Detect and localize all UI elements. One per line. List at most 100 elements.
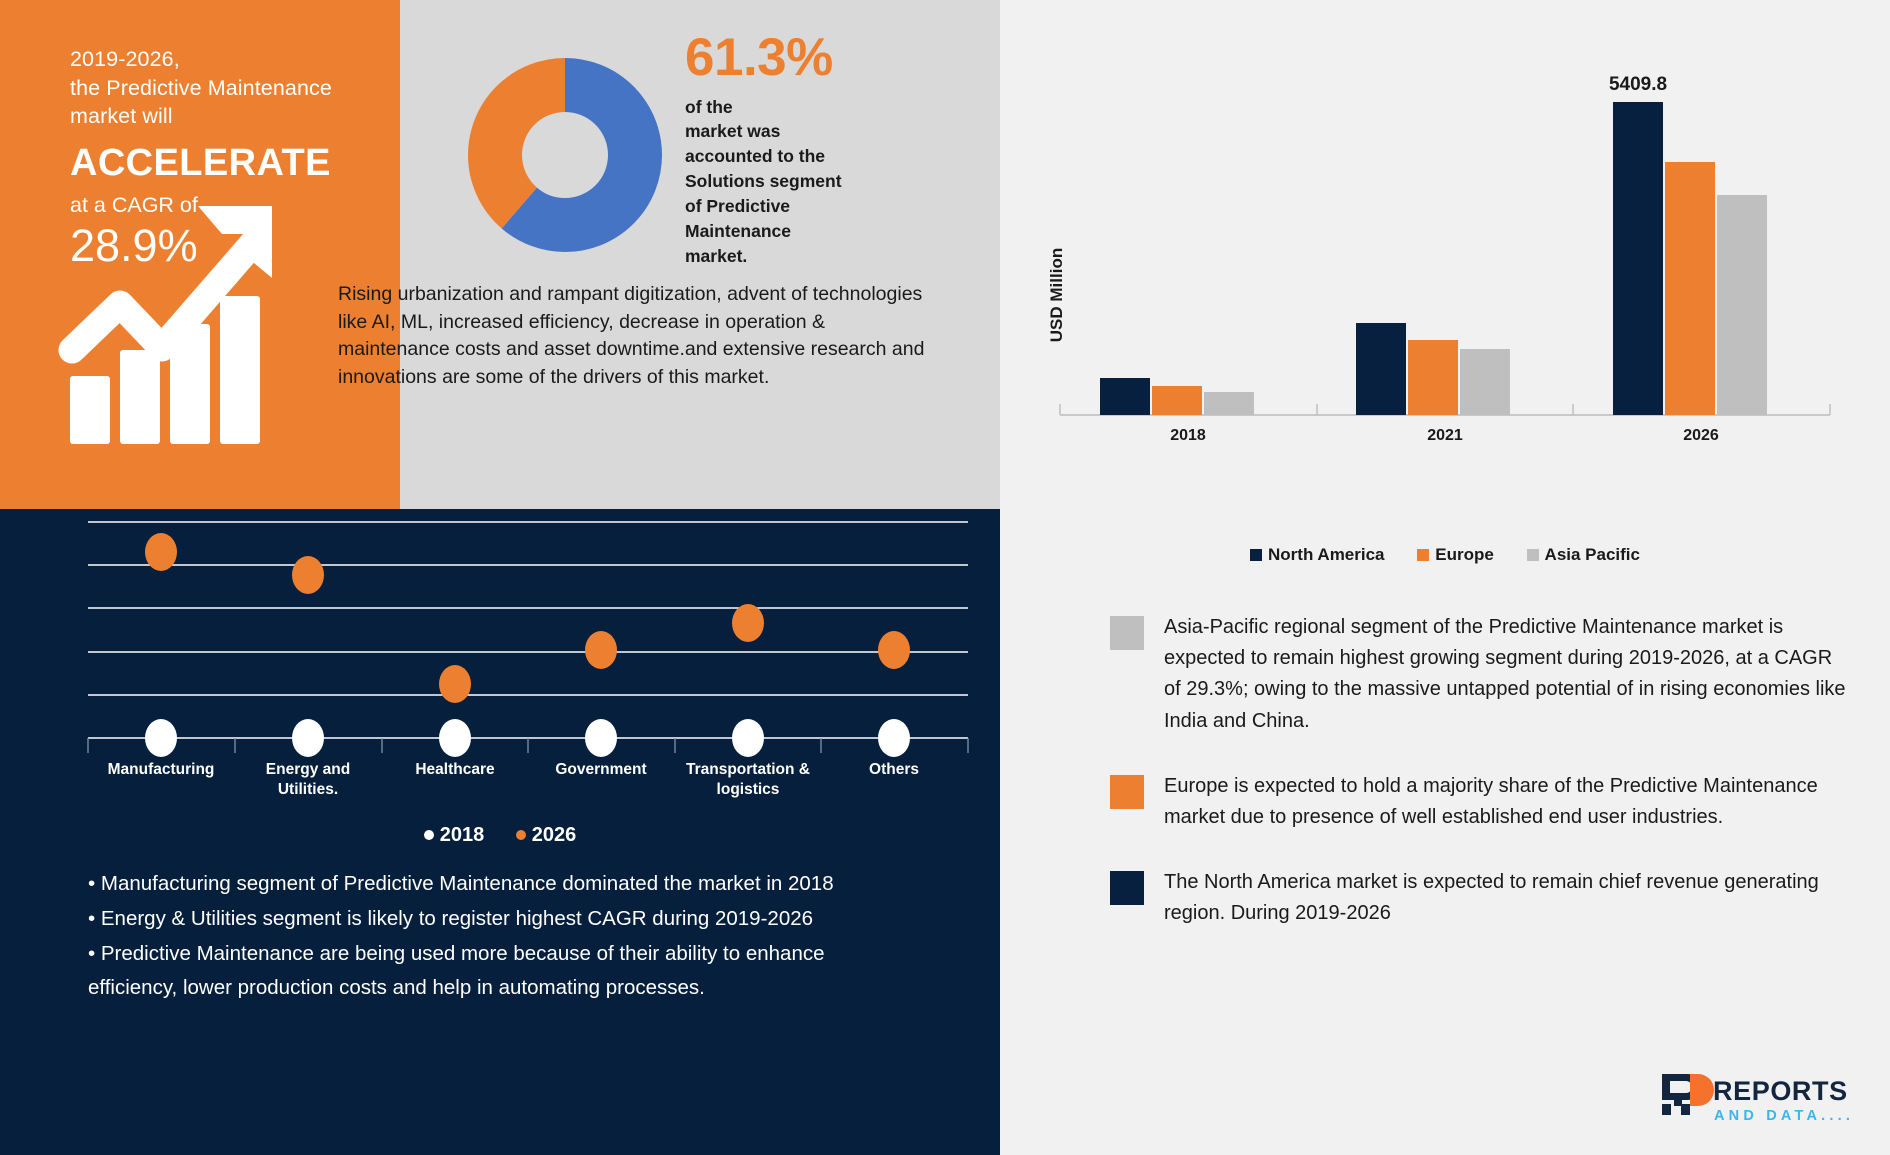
regional-note-row: Asia-Pacific regional segment of the Pre…: [1110, 612, 1850, 737]
regional-note-row: Europe is expected to hold a majority sh…: [1110, 771, 1850, 833]
bullet-item: • Energy & Utilities segment is likely t…: [88, 907, 814, 931]
note-swatch-europe-icon: [1110, 774, 1144, 809]
accelerate-line-3: market will: [70, 104, 173, 129]
reports-and-data-logo: REPORTS AND DATA....: [1662, 1074, 1854, 1124]
regional-panel: USD Million: [1000, 0, 1890, 1155]
legend-swatch-asia-pacific-icon: [1526, 549, 1539, 561]
dot-plot-series-2018: [145, 719, 910, 757]
bar-xtick-2021: 2021: [1427, 427, 1463, 444]
dot-plot-x-labels: Manufacturing Energy and Utilities. Heal…: [108, 761, 919, 798]
dot-plot-xtick-3: Government: [555, 761, 646, 778]
legend-swatch-europe-icon: [1417, 549, 1430, 561]
dot-2026-others: [878, 631, 910, 669]
bar-2018-north-america: [1100, 378, 1150, 415]
bar-legend-label-north-america: North America: [1268, 545, 1385, 564]
solutions-share-percent: 61.3%: [685, 28, 833, 87]
dot-plot-legend: 2018 2026: [0, 824, 1000, 847]
end-use-segment-dot-plot: Manufacturing Energy and Utilities. Heal…: [87, 521, 969, 798]
dot-plot-xtick-0: Manufacturing: [108, 761, 215, 778]
dot-2018-transportation-logistics: [732, 719, 764, 757]
dot-plot-xtick-4b: logistics: [717, 781, 780, 798]
bar-2026-north-america: [1613, 102, 1663, 415]
legend-swatch-north-america-icon: [1250, 549, 1262, 561]
donut-slice-services: [468, 58, 662, 252]
bullet-item: • Manufacturing segment of Predictive Ma…: [88, 872, 834, 895]
bar-group-2026: [1613, 102, 1767, 415]
donut-panel: 61.3% of the market was accounted to the So…: [338, 0, 1000, 509]
bar-legend-label-asia-pacific: Asia Pacific: [1544, 545, 1640, 564]
accelerate-line-1: 2019-2026,: [70, 47, 180, 71]
dot-2018-others: [878, 719, 910, 757]
dot-plot-xtick-5: Others: [869, 761, 919, 778]
bar-2021-europe: [1408, 340, 1458, 415]
bar-2026-asia-pacific: [1717, 195, 1767, 415]
solutions-share-caption: of the market was accounted to the Solution…: [685, 96, 842, 266]
bar-2021-asia-pacific: [1460, 349, 1510, 415]
dot-2018-manufacturing: [145, 719, 177, 757]
bar-legend-item-north-america: North America: [1250, 545, 1385, 565]
dot-plot-ticks: [87, 738, 969, 753]
bar-chart-y-axis-label: USD Million: [1047, 248, 1066, 342]
accelerate-text-block: 2019-2026, the Predictive Maintenance ma…: [70, 45, 390, 269]
regional-note-text: Asia-Pacific regional segment of the Pre…: [1164, 616, 1846, 732]
donut-svg: [468, 58, 662, 252]
note-swatch-north-america-icon: [1110, 871, 1144, 906]
dot-plot-xtick-4a: Transportation &: [686, 761, 810, 778]
accelerate-panel: 2019-2026, the Predictive Maintenance ma…: [0, 0, 400, 509]
logo-mark-icon: [1662, 1074, 1714, 1115]
bar-value-label-2026-north-america: 5409.8: [1609, 74, 1667, 95]
bar-2026-europe: [1665, 162, 1715, 415]
dot-legend-item-2026: 2026: [515, 824, 577, 847]
dot-legend-label-2026: 2026: [531, 824, 577, 846]
dot-plot-xtick-1b: Utilities.: [278, 781, 338, 798]
bar-legend-item-europe: Europe: [1417, 545, 1494, 565]
dot-2018-healthcare: [439, 719, 471, 757]
regional-note-text: The North America market is expected to …: [1164, 871, 1819, 925]
dot-legend-item-2018: 2018: [423, 824, 485, 847]
bar-chart-x-labels: 2018 2021 2026: [1170, 427, 1719, 444]
dot-2026-energy-utilities: [292, 556, 324, 594]
logo-name: REPORTS: [1713, 1076, 1848, 1106]
bar-2021-north-america: [1356, 323, 1406, 415]
dot-plot-xtick-2: Healthcare: [415, 761, 495, 778]
bar-group-2021: [1356, 323, 1510, 415]
legend-dot-2026-icon: [515, 830, 526, 840]
bar-legend-item-asia-pacific: Asia Pacific: [1526, 545, 1640, 565]
dot-plot-series-2026: [145, 533, 910, 703]
logo-tagline: AND DATA....: [1714, 1108, 1854, 1124]
dot-2026-manufacturing: [145, 533, 177, 571]
end-use-segment-panel: Manufacturing Energy and Utilities. Heal…: [0, 509, 1000, 1155]
segment-bullet-list: • Manufacturing segment of Predictive Ma…: [88, 867, 918, 1006]
regional-note-row: The North America market is expected to …: [1110, 867, 1850, 929]
accelerate-cagr-label: at a CAGR of: [70, 193, 198, 218]
dot-2018-energy-utilities: [292, 719, 324, 757]
bar-chart-legend: North America Europe Asia Pacific: [1000, 545, 1890, 565]
growth-bars-arrow-icon: [58, 206, 272, 444]
dot-plot-xtick-1a: Energy and: [266, 761, 350, 778]
bar-2018-asia-pacific: [1204, 392, 1254, 415]
note-swatch-asia-pacific-icon: [1110, 616, 1144, 650]
bar-2018-europe: [1152, 386, 1202, 415]
dot-2018-government: [585, 719, 617, 757]
bar-xtick-2026: 2026: [1683, 427, 1719, 444]
legend-dot-2018-icon: [423, 830, 434, 840]
regional-market-bar-chart: USD Million: [1047, 74, 1831, 444]
bar-legend-label-europe: Europe: [1435, 545, 1494, 564]
solutions-share-donut-chart: [465, 55, 665, 255]
bar-xtick-2018: 2018: [1170, 427, 1206, 444]
accelerate-headline: ACCELERATE: [70, 141, 331, 184]
accelerate-cagr-value: 28.9%: [70, 219, 198, 271]
dot-2026-healthcare: [439, 665, 471, 703]
regional-note-text: Europe is expected to hold a majority sh…: [1164, 774, 1818, 828]
dot-2026-government: [585, 631, 617, 669]
dot-2026-transportation-logistics: [732, 604, 764, 642]
accelerate-line-2: the Predictive Maintenance: [70, 75, 332, 100]
market-drivers-text: Rising urbanization and rampant digitiza…: [338, 283, 925, 389]
bar-group-2018: [1100, 378, 1254, 415]
bullet-item: • Predictive Maintenance are being used …: [88, 942, 825, 999]
dot-plot-gridlines: [88, 521, 968, 739]
solutions-share-callout: 61.3% of the market was accounted to the So…: [685, 30, 985, 269]
regional-notes-list: Asia-Pacific regional segment of the Pre…: [1110, 612, 1850, 964]
dot-legend-label-2018: 2018: [439, 824, 485, 846]
